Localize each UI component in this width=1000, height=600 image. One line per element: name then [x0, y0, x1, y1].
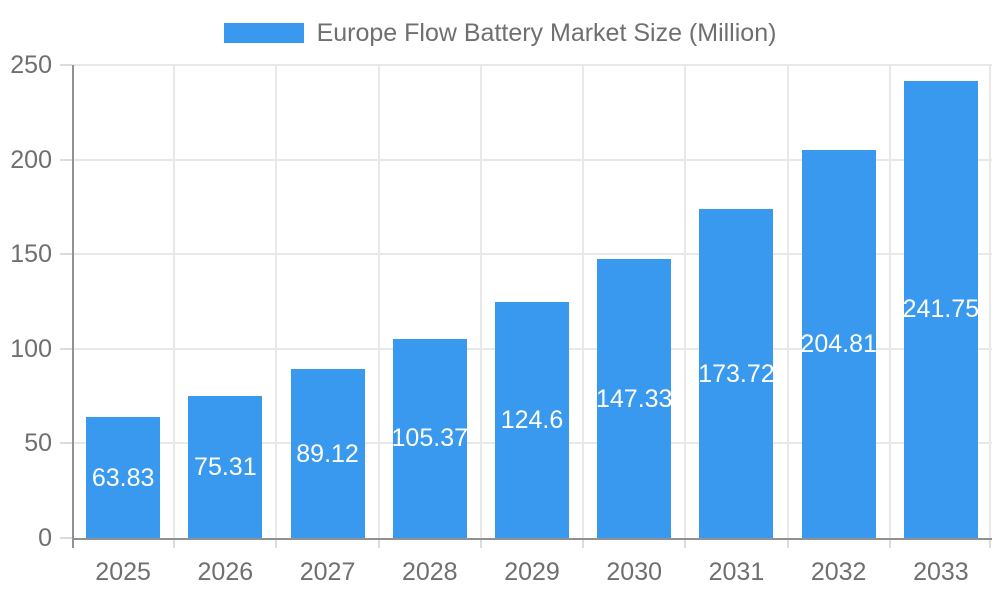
bar-value-label: 89.12 — [296, 439, 359, 468]
bar-2033 — [903, 80, 978, 538]
bar-value-label: 147.33 — [595, 384, 673, 413]
x-axis-tick — [989, 540, 991, 548]
bar-2025 — [86, 417, 161, 538]
y-axis-tick — [60, 64, 72, 66]
legend-swatch — [223, 23, 304, 43]
x-axis-line — [72, 538, 992, 540]
x-axis-tick-label: 2031 — [708, 558, 765, 586]
x-axis-tick — [889, 540, 891, 548]
x-axis-tick-label: 2028 — [401, 558, 458, 586]
x-axis-tick — [582, 540, 584, 548]
bar-2028 — [392, 338, 467, 538]
y-axis-tick-label: 200 — [10, 145, 52, 174]
v-gridline — [582, 65, 584, 538]
bar-value-label: 105.37 — [391, 424, 468, 453]
x-axis-tick — [275, 540, 277, 548]
bar-value-label: 241.75 — [902, 295, 980, 324]
x-axis-tick — [787, 540, 789, 548]
y-axis-tick — [60, 253, 72, 256]
y-axis-line — [72, 65, 74, 548]
bar-value-label: 204.81 — [800, 330, 877, 359]
bar-2032 — [801, 150, 876, 538]
x-axis-tick — [173, 540, 175, 548]
bar-value-label: 63.83 — [91, 463, 155, 492]
v-gridline — [173, 65, 175, 538]
h-gridline — [72, 158, 992, 161]
bar-2031 — [699, 209, 774, 538]
y-axis-tick — [60, 347, 72, 350]
chart-legend[interactable]: Europe Flow Battery Market Size (Million… — [0, 18, 1000, 48]
y-axis-tick-label: 50 — [24, 429, 52, 458]
x-axis-tick — [684, 540, 686, 548]
v-gridline — [480, 65, 482, 538]
y-axis-tick — [60, 537, 72, 539]
v-gridline — [787, 65, 789, 538]
bar-2026 — [188, 395, 263, 538]
bar-value-label: 173.72 — [698, 359, 775, 388]
plot-area: 63.83 75.31 89.12 105.37 124.6 147.33 173.72 20… — [60, 64, 992, 548]
y-axis-tick — [60, 158, 72, 161]
x-axis-tick-label: 2029 — [504, 558, 560, 586]
x-axis-tick — [378, 540, 380, 548]
x-axis-tick-label: 2033 — [913, 558, 969, 586]
bar-value-label: 124.6 — [500, 406, 564, 435]
bar-2027 — [290, 369, 365, 538]
x-axis-tick-label: 2032 — [810, 558, 867, 586]
v-gridline — [889, 65, 891, 538]
bar-2029 — [495, 302, 569, 538]
x-axis-tick-label: 2027 — [299, 558, 356, 586]
y-axis-tick — [60, 442, 72, 445]
v-gridline — [684, 65, 686, 538]
h-gridline — [72, 253, 992, 256]
y-axis-tick-label: 100 — [10, 334, 52, 363]
y-axis-tick-label: 250 — [10, 51, 52, 79]
legend-label: Europe Flow Battery Market Size (Million… — [316, 19, 777, 47]
v-gridline — [275, 65, 277, 538]
x-axis-tick-label: 2026 — [197, 558, 254, 586]
bar-2030 — [597, 259, 672, 538]
v-gridline — [378, 65, 380, 538]
bar-value-label: 75.31 — [194, 452, 257, 481]
x-axis-tick-label: 2025 — [95, 558, 151, 586]
y-axis-tick-label: 0 — [38, 524, 52, 552]
x-axis-tick — [480, 540, 482, 548]
v-gridline — [989, 65, 991, 538]
y-axis-tick-label: 150 — [10, 240, 52, 269]
h-gridline — [72, 64, 992, 66]
x-axis-tick-label: 2030 — [606, 558, 663, 586]
